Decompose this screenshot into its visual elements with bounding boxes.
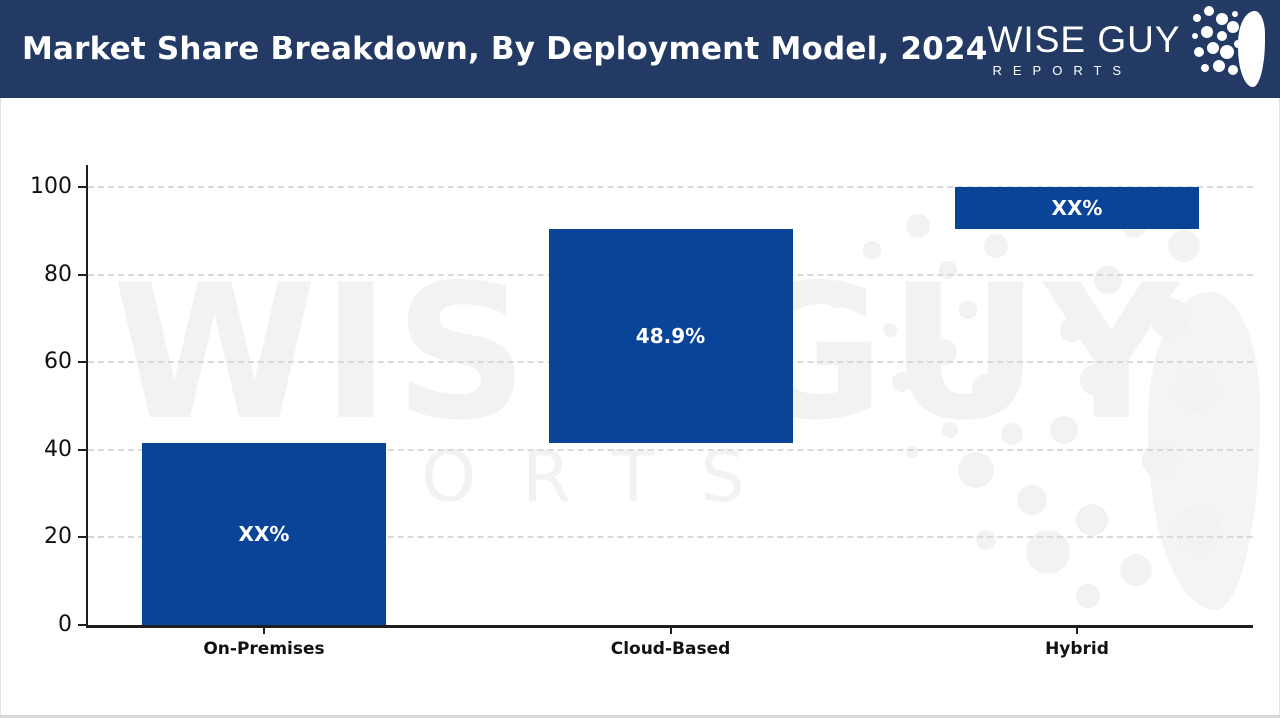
watermark-face-dot bbox=[1174, 368, 1218, 412]
y-tick-label: 100 bbox=[30, 174, 72, 199]
y-tick-label: 40 bbox=[44, 436, 72, 462]
logo-face-dot bbox=[1226, 21, 1239, 33]
y-tick-mark bbox=[78, 624, 86, 626]
logo-text: WISE GUY REPORTS bbox=[988, 21, 1181, 78]
watermark-face-dot bbox=[892, 372, 912, 392]
watermark-face-dot bbox=[972, 374, 1000, 402]
watermark-face-dot bbox=[1060, 318, 1084, 342]
watermark-face-dot bbox=[984, 234, 1008, 258]
header-band: Market Share Breakdown, By Deployment Mo… bbox=[0, 0, 1280, 98]
x-category-label: On-Premises bbox=[203, 639, 325, 659]
x-tick-mark bbox=[669, 627, 672, 634]
bottom-border-line bbox=[0, 715, 1280, 718]
logo-face-dot bbox=[1216, 31, 1227, 41]
logo-face-dot bbox=[1200, 26, 1213, 38]
wise-guy-reports-logo: WISE GUY REPORTS bbox=[988, 6, 1280, 92]
logo-face-dot bbox=[1215, 13, 1228, 25]
y-tick-label: 80 bbox=[44, 261, 72, 287]
watermark-face-dot bbox=[1150, 298, 1190, 338]
logo-primary-text: WISE GUY bbox=[987, 18, 1181, 60]
logo-face-dot bbox=[1219, 45, 1234, 59]
watermark-face-dot bbox=[959, 301, 977, 319]
x-category-label: Cloud-Based bbox=[610, 639, 731, 659]
watermark-face-dot bbox=[1050, 416, 1078, 444]
bar-hybrid bbox=[955, 187, 1199, 230]
logo-face-dot bbox=[1231, 11, 1238, 17]
watermark-face-dot bbox=[1080, 364, 1112, 396]
logo-face-dot bbox=[1193, 47, 1204, 57]
watermark-face-dot bbox=[976, 530, 996, 550]
y-tick-label: 0 bbox=[58, 612, 72, 637]
logo-face-dot bbox=[1227, 65, 1238, 75]
y-gridline-100 bbox=[88, 186, 1253, 188]
y-axis-spine bbox=[86, 165, 88, 627]
watermark-face-dot bbox=[1120, 554, 1152, 586]
left-border-line bbox=[0, 98, 1, 715]
watermark-face-dot bbox=[883, 323, 897, 337]
y-tick-mark bbox=[78, 273, 86, 276]
watermark-face-dot bbox=[1017, 485, 1047, 515]
watermark-face-dot bbox=[1094, 266, 1122, 294]
y-tick-label: 20 bbox=[44, 524, 72, 550]
logo-secondary-text: REPORTS bbox=[992, 62, 1133, 78]
watermark-face-dot bbox=[958, 452, 994, 488]
x-tick-mark bbox=[1076, 627, 1078, 634]
y-tick-mark bbox=[78, 186, 86, 188]
y-gridline-20 bbox=[88, 536, 1253, 539]
y-tick-mark bbox=[78, 536, 86, 539]
logo-face-dot bbox=[1203, 6, 1214, 16]
logo-face-dot bbox=[1192, 14, 1201, 22]
x-tick-mark bbox=[263, 627, 265, 634]
watermark-face-dot bbox=[1174, 506, 1222, 554]
watermark-face-dot bbox=[1142, 442, 1178, 478]
x-category-label: Hybrid bbox=[1045, 639, 1109, 659]
bar-value-label: XX% bbox=[238, 522, 290, 547]
watermark-face-dot bbox=[1001, 423, 1023, 445]
watermark-face-dot bbox=[1076, 584, 1100, 608]
x-axis-spine bbox=[86, 625, 1253, 628]
logo-face-dot bbox=[1212, 60, 1225, 72]
logo-head-silhouette bbox=[1237, 11, 1265, 87]
logo-face-dot bbox=[1200, 64, 1209, 72]
watermark-face-dot bbox=[826, 284, 850, 308]
logo-face-icon bbox=[1191, 6, 1267, 92]
bar-value-label: 48.9% bbox=[635, 324, 706, 349]
y-gridline-40 bbox=[88, 448, 1253, 451]
logo-face-dot bbox=[1206, 42, 1219, 54]
watermark-face-dot bbox=[906, 214, 930, 238]
watermark-face-dot bbox=[931, 339, 957, 365]
y-tick-mark bbox=[78, 361, 86, 364]
watermark-face-dot bbox=[942, 422, 958, 438]
watermark-face-dot bbox=[863, 241, 881, 259]
bar-on-premises bbox=[142, 443, 386, 625]
watermark-face-dot bbox=[1076, 504, 1108, 536]
watermark-face-dot bbox=[1168, 230, 1200, 262]
y-tick-label: 60 bbox=[44, 349, 72, 375]
logo-face-dot bbox=[1233, 40, 1242, 48]
y-tick-mark bbox=[78, 448, 86, 451]
bar-cloud-based bbox=[548, 229, 793, 444]
chart-title: Market Share Breakdown, By Deployment Mo… bbox=[22, 31, 988, 67]
logo-face-dot bbox=[1191, 33, 1198, 39]
bar-value-label: XX% bbox=[1051, 196, 1103, 221]
